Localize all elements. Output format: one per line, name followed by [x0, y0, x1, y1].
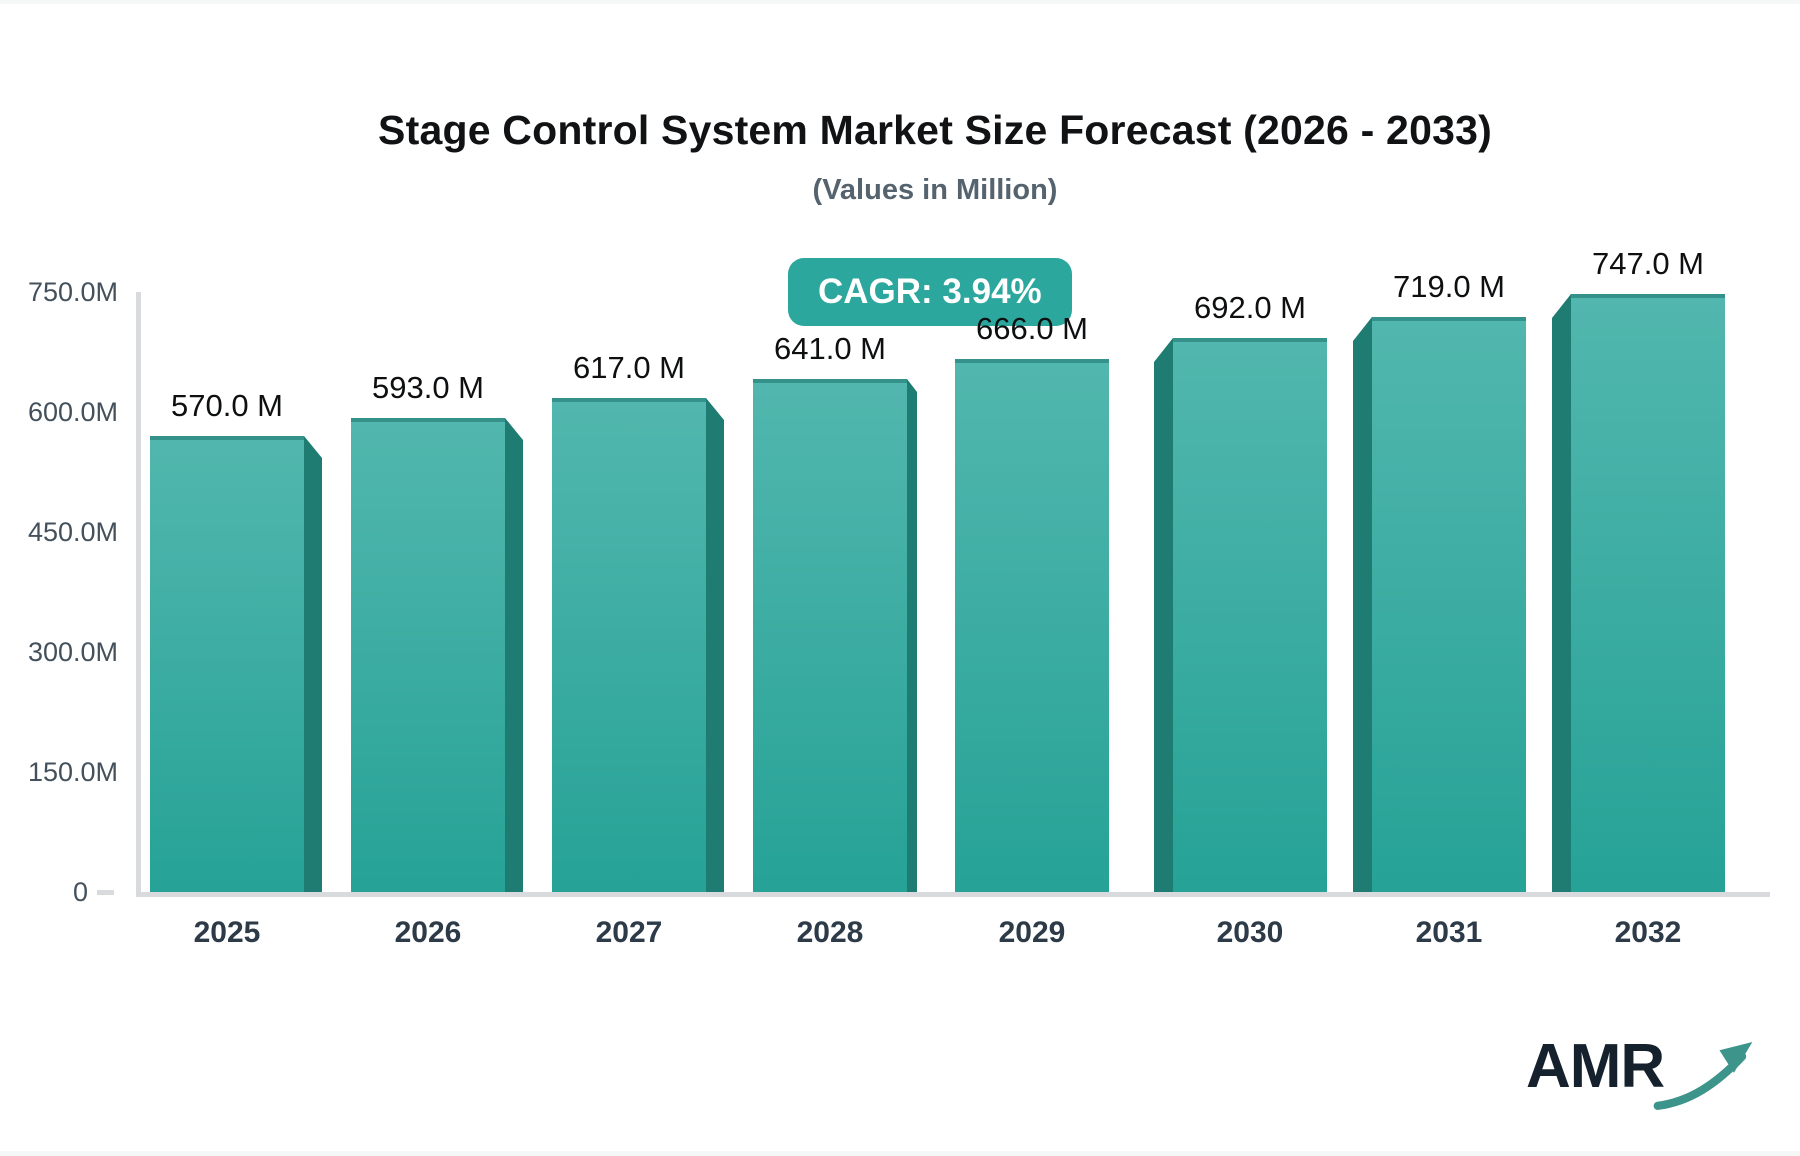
growth-arrow-icon	[1653, 1042, 1753, 1110]
bar-face	[1571, 294, 1725, 892]
y-axis-tick-label: 600.0M	[27, 397, 118, 427]
y-axis-tick-label: 300.0M	[27, 637, 118, 667]
bar-value-label: 719.0 M	[1392, 269, 1505, 304]
bar-face	[753, 379, 907, 892]
brand-logo: AMR	[1526, 1036, 1758, 1112]
bar-face	[552, 398, 706, 892]
bar-side-face	[706, 398, 724, 892]
bar-value-label: 666.0 M	[975, 311, 1088, 346]
bar-face	[1372, 317, 1526, 892]
bar-face	[150, 436, 304, 892]
chart-subtitle: (Values in Million)	[812, 174, 1058, 206]
bar-value-label: 692.0 M	[1193, 290, 1306, 325]
bar-side-face	[1353, 317, 1372, 892]
x-axis-label: 2025	[193, 916, 261, 949]
x-axis-label: 2032	[1614, 916, 1682, 949]
bar-face	[1173, 338, 1327, 892]
bar-face	[955, 359, 1109, 892]
zero-tick-mark	[97, 890, 114, 895]
bar-side-face	[1154, 338, 1173, 892]
y-axis-tick-label: 150.0M	[27, 757, 118, 787]
bar-side-face	[1552, 294, 1571, 892]
bar-side-face	[505, 418, 523, 892]
y-axis-tick-label: 450.0M	[27, 517, 118, 547]
bar-side-face	[907, 379, 917, 892]
cagr-badge: CAGR: 3.94%	[788, 258, 1072, 326]
cagr-badge-label: CAGR: 3.94%	[818, 272, 1042, 311]
y-axis-tick-label: 0	[72, 877, 88, 907]
bar-value-label: 747.0 M	[1591, 246, 1704, 281]
bar-value-label: 570.0 M	[170, 388, 283, 423]
x-axis-label: 2030	[1216, 916, 1284, 949]
x-axis-label: 2027	[595, 916, 663, 949]
x-axis-label: 2026	[394, 916, 462, 949]
bar-side-face	[304, 436, 322, 892]
bar-value-label: 641.0 M	[773, 331, 886, 366]
chart-header: Stage Control System Market Size Forecas…	[80, 108, 1790, 206]
bar-face	[351, 418, 505, 892]
bar-value-label: 593.0 M	[371, 370, 484, 405]
x-axis-label: 2029	[998, 916, 1066, 949]
plot-area	[136, 292, 1770, 897]
y-axis-tick-label: 750.0M	[27, 277, 118, 307]
x-axis-label: 2031	[1415, 916, 1483, 949]
bar-value-label: 617.0 M	[572, 350, 685, 385]
x-axis-label: 2028	[796, 916, 864, 949]
brand-logo-text: AMR	[1526, 1032, 1665, 1101]
chart-title: Stage Control System Market Size Forecas…	[378, 107, 1492, 153]
